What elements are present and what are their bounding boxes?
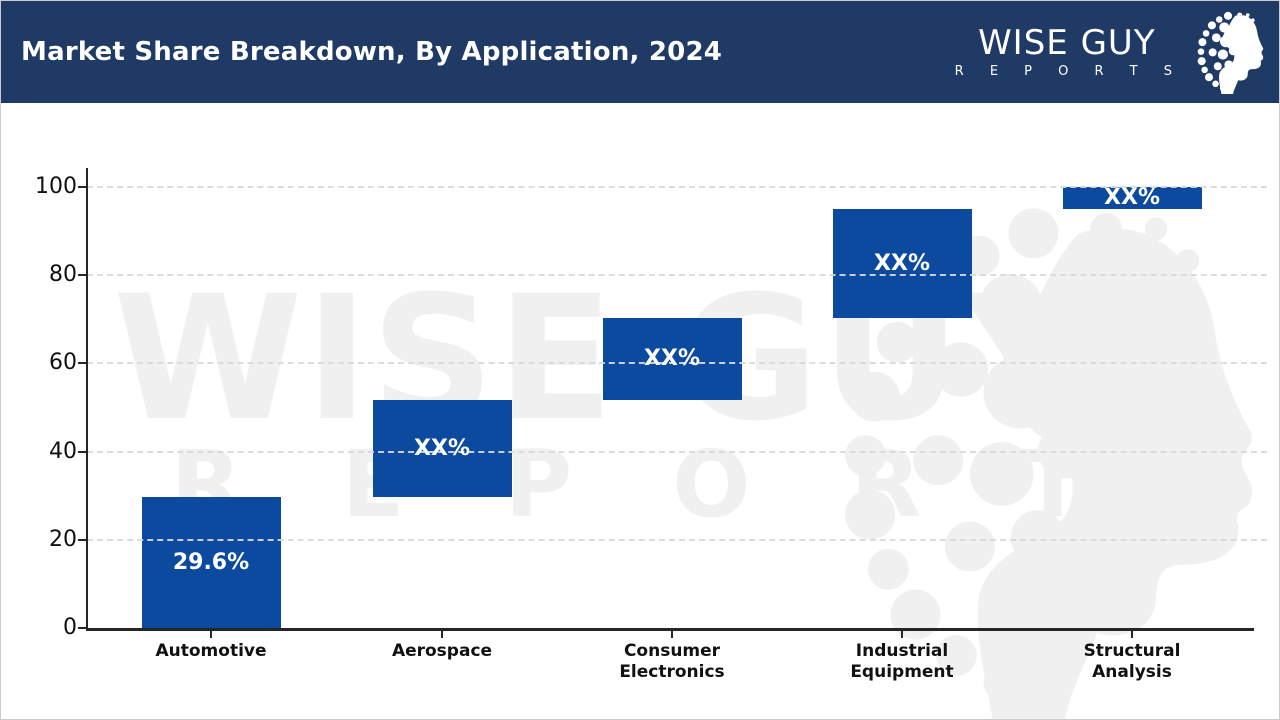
header: Market Share Breakdown, By Application, … xyxy=(1,1,1279,103)
x-axis-tick xyxy=(210,630,212,638)
logo-face-icon xyxy=(1197,11,1264,94)
y-axis-tick xyxy=(78,362,86,365)
bar-value-label: XX% xyxy=(874,250,930,276)
gridline xyxy=(87,274,1267,277)
x-axis-label: Structural Analysis xyxy=(1083,641,1181,682)
logo-wiseguy-label: WISE GUY xyxy=(978,23,1156,63)
page-title: Market Share Breakdown, By Application, … xyxy=(21,37,723,67)
y-axis-spine xyxy=(86,168,88,630)
y-axis-tick xyxy=(78,538,86,541)
logo-text: WISE GUY R E P O R T S xyxy=(951,25,1183,79)
bar-value-label: XX% xyxy=(414,435,470,461)
bar-consumer xyxy=(602,317,742,400)
y-axis-tick-label: 100 xyxy=(35,174,77,199)
bar-value-label: XX% xyxy=(1104,185,1160,211)
y-axis-tick-label: 20 xyxy=(49,526,77,552)
x-axis-spine xyxy=(86,628,1254,631)
gridline xyxy=(87,450,1267,453)
gridline xyxy=(87,186,1267,188)
gridline xyxy=(87,362,1267,365)
bar-industrial xyxy=(832,209,972,318)
x-axis-label: Industrial Equipment xyxy=(850,641,954,682)
logo-reports-label: R E P O R T S xyxy=(954,64,1183,79)
y-axis-tick xyxy=(78,274,86,277)
y-axis-tick-label: 40 xyxy=(49,438,77,464)
y-axis-tick xyxy=(78,450,86,453)
x-axis-label: Aerospace xyxy=(391,641,493,661)
bar-automotive xyxy=(141,497,281,628)
x-axis-label: Automotive xyxy=(155,641,267,661)
bar-aerospace xyxy=(372,399,512,498)
wiseguy-logo: WISE GUY R E P O R T S xyxy=(951,6,1267,98)
bar-structural xyxy=(1062,187,1202,210)
y-axis-tick-label: 80 xyxy=(49,262,77,288)
x-axis-tick xyxy=(671,630,673,638)
bar-value-label: 29.6% xyxy=(172,549,250,575)
y-axis-tick xyxy=(78,186,86,188)
x-axis-tick xyxy=(1131,630,1133,638)
x-axis-tick xyxy=(441,630,443,638)
bar-value-label: XX% xyxy=(644,345,700,371)
y-axis-tick-label: 60 xyxy=(49,350,77,376)
y-axis-tick xyxy=(78,627,86,629)
x-axis-tick xyxy=(901,630,903,638)
gridline xyxy=(87,538,1267,541)
y-axis-tick-label: 0 xyxy=(63,615,77,640)
x-axis-label: Consumer Electronics xyxy=(619,641,725,682)
